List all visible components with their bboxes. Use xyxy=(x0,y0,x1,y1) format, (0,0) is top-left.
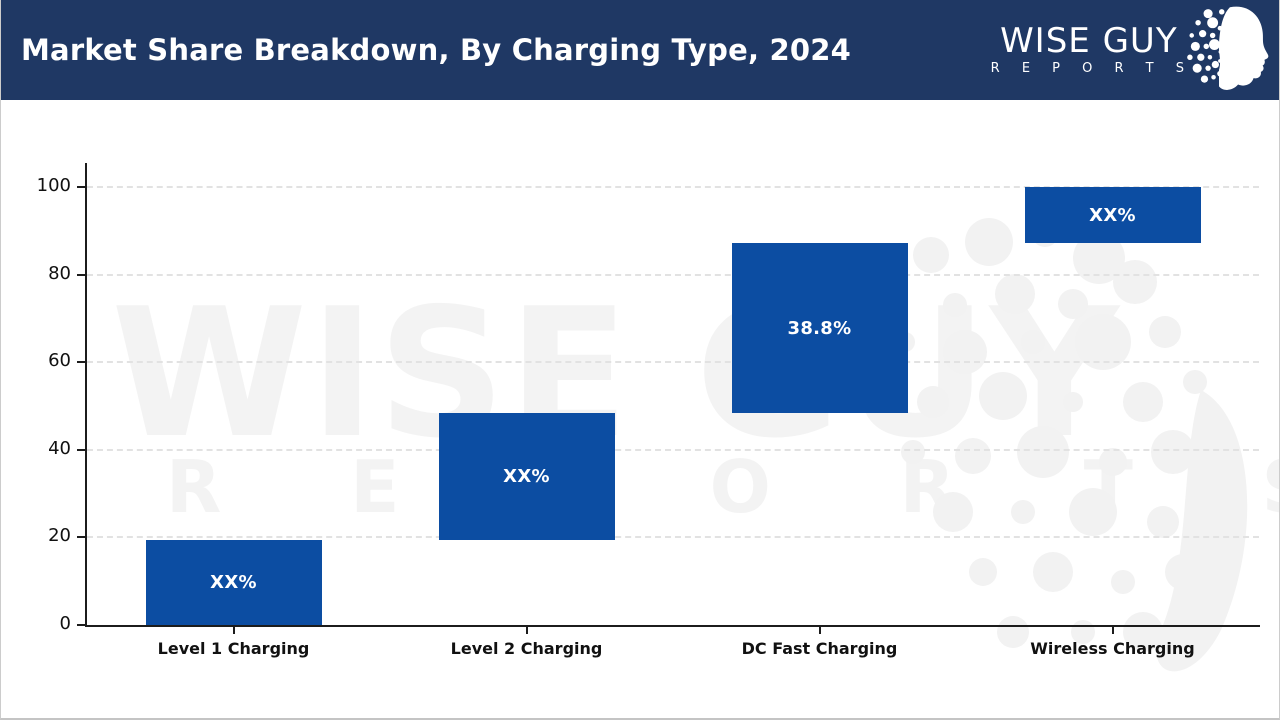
x-axis-tick xyxy=(525,627,528,634)
bar-value-label: XX% xyxy=(1089,204,1136,226)
gridline-60 xyxy=(87,361,1259,364)
x-axis-category-label: Level 2 Charging xyxy=(450,639,603,658)
y-axis-tick xyxy=(77,624,86,626)
y-axis-tick-label: 0 xyxy=(59,613,71,634)
y-axis-tick xyxy=(77,361,86,364)
y-axis-tick-label: 100 xyxy=(36,175,71,196)
y-axis-tick-label: 80 xyxy=(48,262,71,284)
x-axis-tick xyxy=(818,627,821,634)
header: Market Share Breakdown, By Charging Type… xyxy=(1,0,1279,100)
x-axis-category-label: DC Fast Charging xyxy=(741,639,898,658)
y-axis-tick xyxy=(77,273,86,276)
bar-dc-fast-charging: 38.8% xyxy=(731,243,908,413)
wiseguy-logo: WISE GUY R E P O R T S xyxy=(985,0,1279,100)
y-axis-tick xyxy=(77,186,86,188)
watermark-face-dots-icon xyxy=(895,218,1248,672)
y-axis-tick-label: 20 xyxy=(48,525,71,547)
bar-value-label: XX% xyxy=(210,572,257,593)
wiseguy-face-icon xyxy=(1187,6,1269,90)
gridline-100 xyxy=(87,186,1259,188)
chart-area: WISE GUY R E P O R T S 0 20 40 60 80 100 XX% Le… xyxy=(1,100,1279,718)
gridline-80 xyxy=(87,273,1259,276)
bar-level-1-charging: XX% xyxy=(145,540,322,625)
y-axis-tick-label: 60 xyxy=(48,350,71,372)
logo-wordmark: WISE GUY xyxy=(1000,20,1178,61)
x-axis-tick xyxy=(232,627,235,634)
y-axis-tick-label: 40 xyxy=(48,437,71,459)
x-axis-line xyxy=(85,625,1260,627)
page-title: Market Share Breakdown, By Charging Type… xyxy=(21,33,851,67)
bar-value-label: 38.8% xyxy=(787,317,852,339)
y-axis-line xyxy=(85,163,87,627)
bar-level-2-charging: XX% xyxy=(438,413,615,541)
x-axis-category-label: Wireless Charging xyxy=(1030,639,1195,658)
bar-wireless-charging: XX% xyxy=(1024,187,1201,244)
gridline-20 xyxy=(87,536,1259,539)
gridline-40 xyxy=(87,448,1259,451)
x-axis-tick xyxy=(1111,627,1114,634)
bar-value-label: XX% xyxy=(503,466,550,487)
wiseguy-logo-text: WISE GUY R E P O R T S xyxy=(985,20,1193,77)
x-axis-category-label: Level 1 Charging xyxy=(157,639,310,658)
y-axis-tick xyxy=(77,536,86,539)
y-axis-tick xyxy=(77,448,86,451)
logo-subtext: R E P O R T S xyxy=(990,61,1193,77)
